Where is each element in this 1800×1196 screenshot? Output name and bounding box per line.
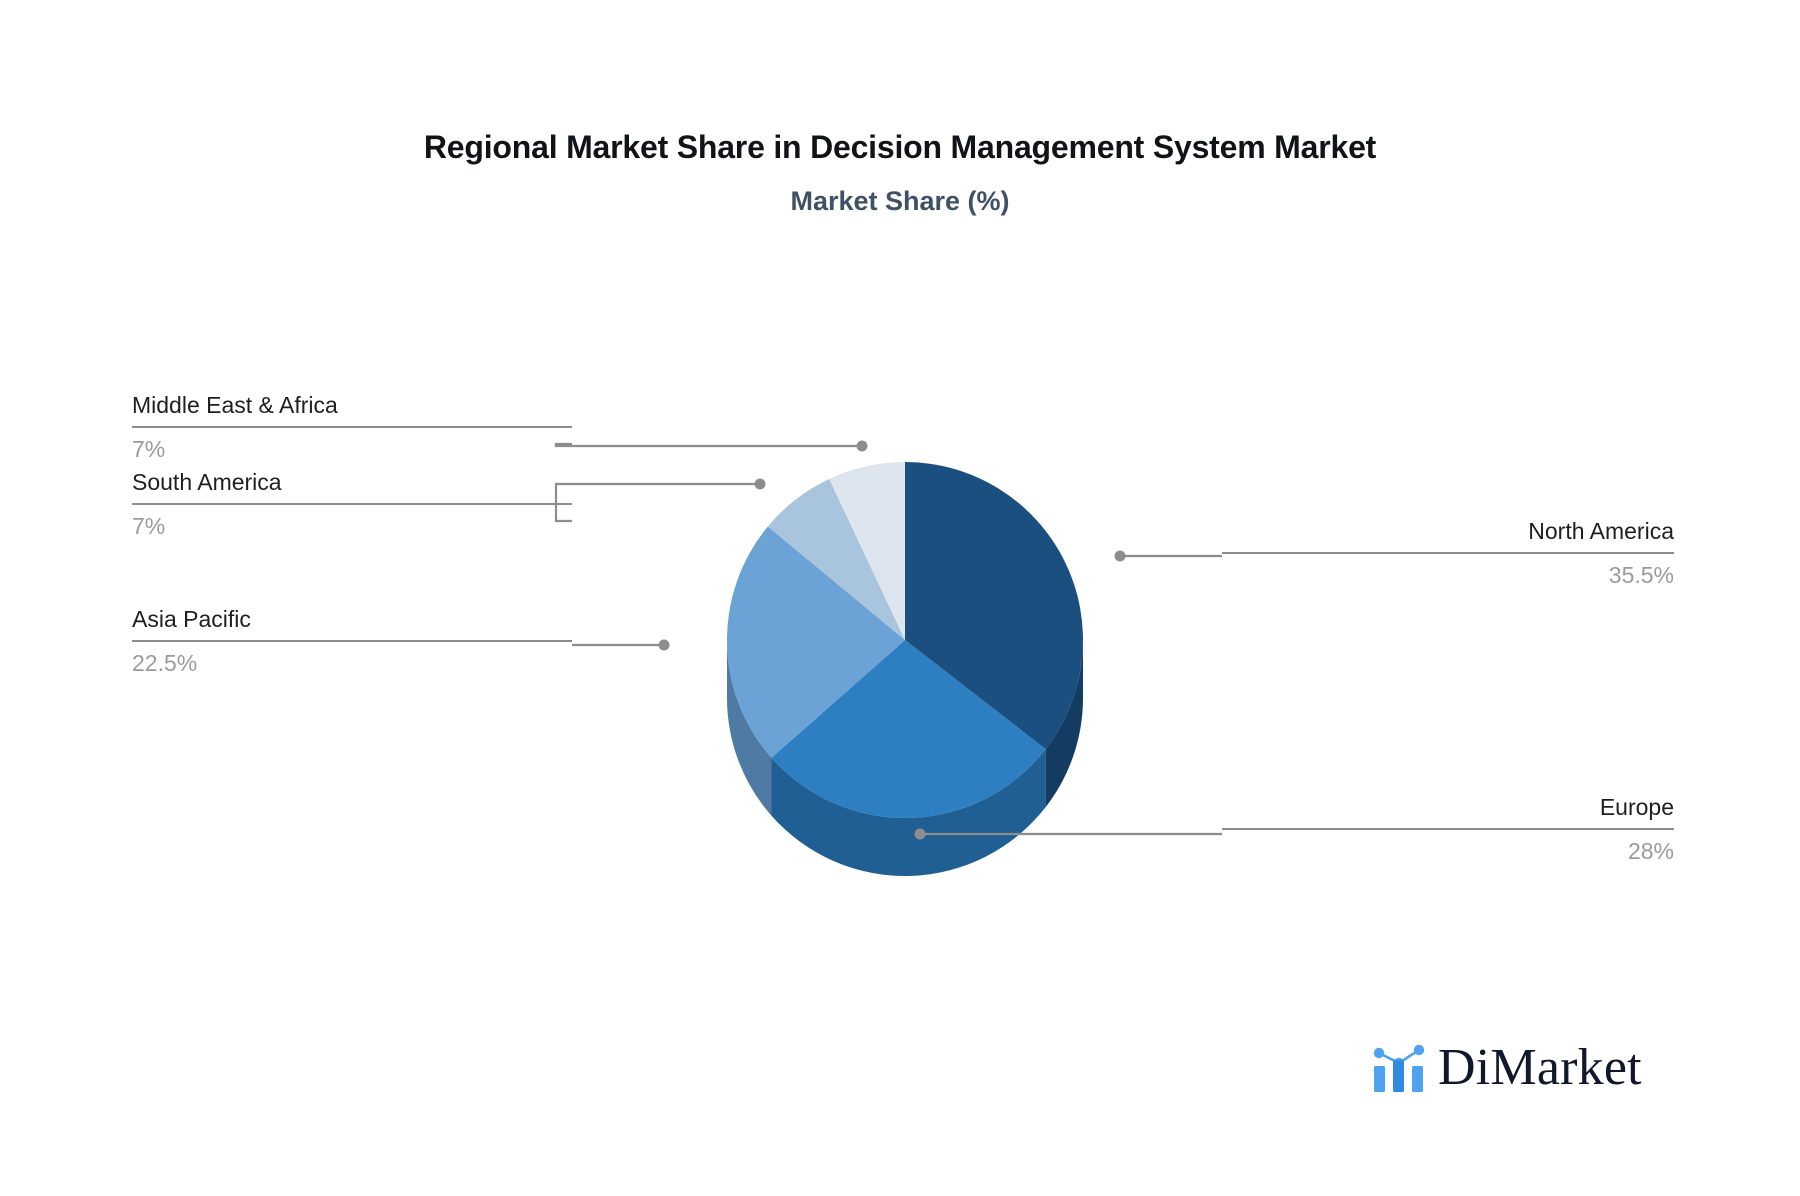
leader-dot-south-america [754,478,766,490]
side-wall-asia-pacific [727,640,772,816]
callout-middle-east-africa: Middle East & Africa 7% [132,394,572,461]
callout-value: 35.5% [1608,562,1674,588]
pie-slice-europe[interactable] [771,640,1046,818]
callout-rule [1222,552,1674,554]
callout-label: Asia Pacific [132,606,251,632]
pie-top-face [727,462,1083,818]
logo-bar-1 [1374,1066,1385,1092]
callout-rule [132,426,572,428]
callout-label: Europe [1599,794,1674,820]
chart-subtitle: Market Share (%) [790,186,1010,217]
callout-value: 22.5% [132,650,198,676]
callout-asia-pacific: Asia Pacific 22.5% [132,608,572,675]
callout-south-america: South America 7% [132,471,572,538]
callout-europe: Europe 28% [1222,796,1674,863]
pie-slice-asia-pacific[interactable] [727,526,905,758]
leader-line-middle-east-africa [554,444,862,448]
callout-label: South America [132,469,282,495]
callout-value: 7% [132,436,166,462]
logo-wordmark: DiMarket [1438,1039,1642,1096]
side-wall-europe [771,749,1046,876]
callout-value: 28% [1627,838,1674,864]
trend-dot-right [1413,1044,1425,1056]
callout-north-america: North America 35.5% [1222,520,1674,587]
callout-label: North America [1528,518,1674,544]
pie-slice-north-america[interactable] [905,462,1083,750]
pie-3d-side-walls [727,640,1083,876]
leader-lines [554,440,1222,840]
leader-dot-asia-pacific [658,639,670,651]
leader-dot-europe [914,828,926,840]
leader-dot-north-america [1114,550,1126,562]
logo-bar-3 [1412,1066,1423,1092]
leader-dot-middle-east-africa [856,440,868,452]
pie-slice-middle-east-africa[interactable] [829,462,905,640]
logo-bar-2 [1393,1060,1404,1092]
bar-chart-trend-icon [1373,1044,1425,1092]
trend-dot-left [1373,1047,1385,1059]
leader-line-south-america [554,482,760,523]
title-block: Regional Market Share in Decision Manage… [0,129,1800,217]
pie-slice-south-america[interactable] [767,478,905,640]
side-wall-north-america [1045,640,1083,808]
chart-title: Regional Market Share in Decision Manage… [423,129,1377,165]
callout-value: 7% [132,513,166,539]
callout-rule [132,503,572,505]
brand-logo: DiMarket [1371,1042,1642,1094]
callout-rule [132,640,572,642]
callout-rule [1222,828,1674,830]
callout-label: Middle East & Africa [132,392,338,418]
